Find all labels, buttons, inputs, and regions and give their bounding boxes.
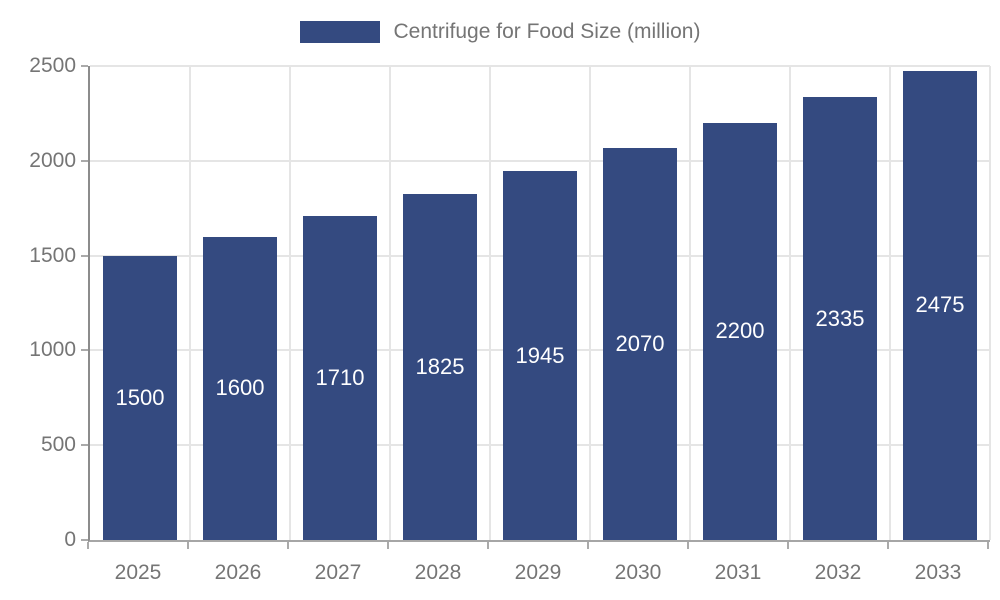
bar-value-label: 1710: [315, 364, 365, 390]
x-gridline: [689, 66, 691, 540]
y-axis-tick-label: 2500: [29, 54, 76, 77]
x-gridline: [389, 66, 391, 540]
bar: [503, 171, 577, 540]
bar-value-label: 1600: [215, 375, 265, 401]
x-gridline: [789, 66, 791, 540]
x-tick-mark: [87, 542, 89, 549]
y-tick-mark: [81, 65, 88, 67]
x-tick-mark: [887, 542, 889, 549]
y-axis-tick-label: 1500: [29, 243, 76, 267]
bar-value-label: 2335: [815, 305, 865, 331]
x-gridline: [289, 66, 291, 540]
bar: [803, 97, 877, 540]
bar: [703, 122, 777, 540]
x-axis-tick-label: 2030: [614, 561, 662, 584]
y-gridline: [90, 159, 990, 162]
x-axis-tick-label: 2033: [914, 561, 962, 584]
x-axis-tick-label: 2031: [714, 561, 762, 584]
y-axis-tick-label: 2000: [29, 148, 76, 172]
x-axis-tick-label: 2026: [214, 561, 262, 584]
x-tick-mark: [187, 542, 189, 549]
bar-value-label: 1825: [415, 353, 465, 379]
legend-swatch: [299, 21, 380, 43]
y-tick-mark: [81, 159, 88, 162]
legend-label: Centrifuge for Food Size (million): [393, 20, 701, 43]
y-tick-mark: [81, 539, 88, 541]
y-axis-tick-label: 0: [64, 528, 76, 551]
y-axis-tick-label: 1000: [29, 338, 76, 362]
x-tick-mark: [387, 542, 389, 549]
bar-value-label: 2200: [715, 318, 765, 344]
x-tick-mark: [987, 542, 989, 549]
y-tick-mark: [81, 349, 88, 352]
bar-value-label: 2475: [915, 292, 965, 318]
bar-value-label: 1500: [115, 384, 165, 410]
x-axis-tick-label: 2029: [514, 561, 562, 584]
x-tick-mark: [787, 542, 789, 549]
y-axis-tick-label: 500: [40, 433, 76, 457]
plot-area: 1500 1600 1710 1825 1945 2070 2200 2335 2475: [88, 65, 991, 542]
bar: [303, 215, 377, 540]
bar: [403, 193, 477, 540]
x-gridline: [189, 66, 191, 540]
x-axis-tick-label: 2027: [314, 561, 362, 584]
x-axis-tick-label: 2032: [814, 561, 862, 584]
x-tick-mark: [587, 542, 589, 549]
bar: [903, 70, 977, 540]
legend: Centrifuge for Food Size (million): [0, 17, 1000, 47]
x-tick-mark: [687, 542, 689, 549]
x-axis-tick-label: 2025: [114, 561, 162, 584]
y-tick-mark: [81, 444, 88, 447]
x-tick-mark: [287, 542, 289, 549]
x-tick-mark: [487, 542, 489, 549]
bar: [103, 255, 177, 540]
bar: [603, 147, 677, 540]
x-gridline: [889, 66, 891, 540]
x-axis-tick-label: 2028: [414, 561, 462, 584]
x-gridline: [989, 66, 991, 540]
bar-value-label: 1945: [515, 342, 565, 368]
y-tick-mark: [81, 254, 88, 257]
x-gridline: [489, 66, 491, 540]
bar-value-label: 2070: [615, 330, 665, 356]
y-gridline: [90, 65, 990, 67]
bar: [203, 236, 277, 540]
x-gridline: [589, 66, 591, 540]
